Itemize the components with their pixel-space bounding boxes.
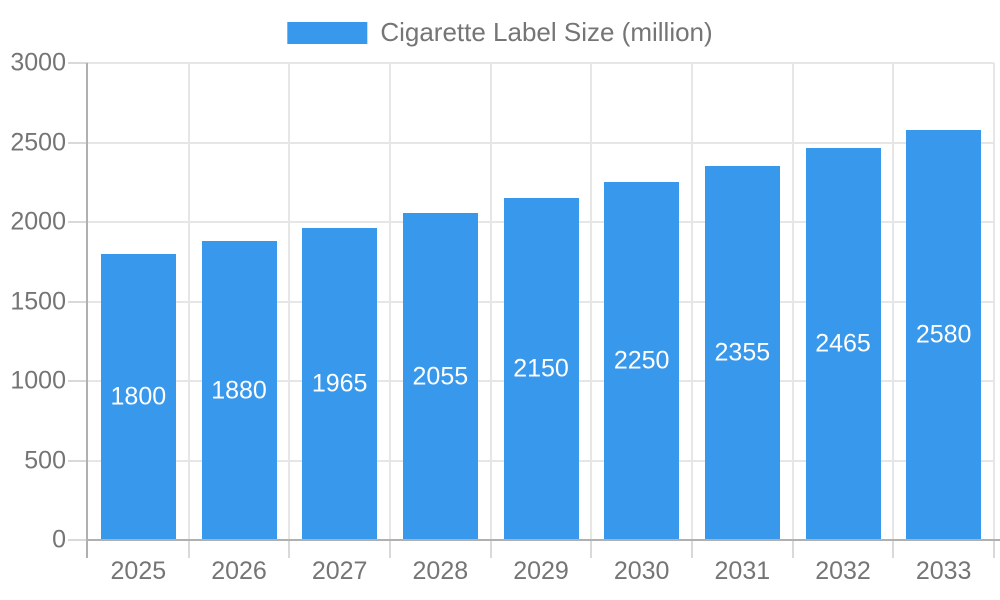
bar-2031[interactable] bbox=[704, 165, 780, 540]
y-tick-mark bbox=[68, 221, 88, 223]
x-gridline bbox=[389, 63, 391, 540]
y-axis-tick-label: 1500 bbox=[10, 287, 66, 315]
bar-2032[interactable] bbox=[805, 148, 881, 540]
x-tick-mark bbox=[993, 540, 995, 558]
bar-value-label: 2355 bbox=[714, 338, 771, 367]
x-tick-mark bbox=[489, 540, 492, 558]
x-gridline bbox=[489, 63, 492, 540]
bar-value-label: 2465 bbox=[815, 329, 871, 358]
x-tick-mark bbox=[288, 540, 291, 558]
x-gridline bbox=[187, 63, 190, 540]
x-tick-mark bbox=[691, 540, 693, 558]
x-tick-mark bbox=[791, 540, 794, 558]
legend-swatch bbox=[287, 21, 368, 44]
y-tick-mark bbox=[68, 539, 88, 541]
x-gridline bbox=[691, 63, 693, 540]
y-gridline bbox=[88, 141, 994, 144]
x-gridline bbox=[791, 63, 794, 540]
x-gridline bbox=[892, 63, 895, 540]
x-tick-mark bbox=[892, 540, 895, 558]
bar-2025[interactable] bbox=[100, 253, 176, 540]
x-gridline bbox=[590, 63, 593, 540]
x-axis-tick-label: 2028 bbox=[412, 557, 469, 585]
bar-2029[interactable] bbox=[503, 198, 579, 540]
y-axis-tick-label: 2000 bbox=[10, 207, 66, 236]
y-axis-tick-label: 1000 bbox=[10, 366, 66, 395]
x-axis-tick-label: 2033 bbox=[915, 557, 972, 585]
y-tick-mark bbox=[68, 300, 88, 303]
bar-2033[interactable] bbox=[906, 129, 982, 540]
x-tick-mark bbox=[187, 540, 190, 558]
bar-value-label: 1880 bbox=[211, 376, 267, 405]
x-gridline bbox=[993, 63, 995, 540]
x-axis-line bbox=[88, 539, 1000, 541]
bar-2028[interactable] bbox=[402, 213, 478, 540]
x-axis-tick-label: 2029 bbox=[513, 557, 569, 585]
legend-label: Cigarette Label Size (million) bbox=[380, 17, 713, 47]
y-gridline bbox=[88, 62, 994, 64]
x-tick-mark bbox=[590, 540, 593, 558]
legend[interactable]: Cigarette Label Size (million) bbox=[287, 17, 713, 48]
x-axis-tick-label: 2030 bbox=[613, 557, 670, 585]
y-tick-mark bbox=[68, 141, 88, 144]
x-axis-tick-label: 2031 bbox=[714, 557, 771, 585]
y-axis-line bbox=[86, 63, 88, 558]
x-axis-tick-label: 2032 bbox=[815, 557, 871, 585]
bar-value-label: 2055 bbox=[412, 362, 469, 391]
x-gridline bbox=[288, 63, 291, 540]
x-tick-mark bbox=[389, 540, 391, 558]
plot-area: 0 500 1000 1500 2000 2500 3000 1800 1880 1965 2055… bbox=[10, 49, 1000, 585]
y-axis-tick-label: 500 bbox=[24, 446, 66, 474]
bar-value-label: 1800 bbox=[110, 382, 167, 411]
bar-2030[interactable] bbox=[604, 182, 680, 540]
y-tick-mark bbox=[68, 380, 88, 382]
y-tick-mark bbox=[68, 62, 88, 64]
x-axis-tick-label: 2025 bbox=[110, 557, 167, 585]
bar-2026[interactable] bbox=[201, 241, 277, 540]
bar-value-label: 1965 bbox=[311, 369, 368, 398]
y-axis-tick-label: 0 bbox=[52, 525, 66, 554]
bar-2027[interactable] bbox=[302, 227, 378, 540]
bar-value-label: 2250 bbox=[613, 346, 670, 375]
y-tick-mark bbox=[68, 459, 88, 462]
bar-value-label: 2150 bbox=[513, 354, 569, 383]
bar-value-label: 2580 bbox=[915, 320, 972, 349]
x-axis-tick-label: 2027 bbox=[311, 557, 368, 585]
y-axis-tick-label: 3000 bbox=[10, 48, 66, 77]
y-axis-tick-label: 2500 bbox=[10, 128, 66, 156]
x-axis-tick-label: 2026 bbox=[211, 557, 267, 585]
